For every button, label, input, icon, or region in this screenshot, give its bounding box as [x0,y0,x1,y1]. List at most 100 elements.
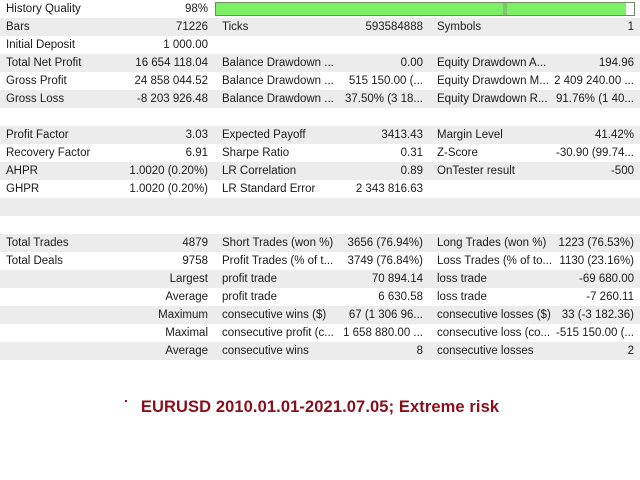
row-col3-value [508,180,634,198]
table-row[interactable]: AHPR 1.0020 (0.20%) LR Correlation 0.89 OnTe… [0,162,640,180]
row-col1-value: Average [165,291,208,303]
table-spacer [0,108,640,126]
row-col1-label: Gross Profit [6,75,67,87]
report-caption: EURUSD 2010.01.01-2021.07.05; Extreme ri… [140,398,500,416]
row-col2-label: Balance Drawdown ... [222,75,334,87]
row-col1-value: -8 203 926.48 [137,93,208,105]
table-row[interactable]: Total Net Profit 16 654 118.04 Balance Dra… [0,54,640,72]
row-col1-label: Total Deals [6,255,63,267]
row-col1-value: 24 858 044.52 [134,75,208,87]
row-col2-label: consecutive profit (c... [222,327,334,339]
table-row[interactable]: Average profit trade 6 630.58 loss trade -7 … [0,288,640,306]
row-col2-label: LR Standard Error [222,183,316,195]
row-col2-value: 6 630.58 [378,291,423,303]
row-col3-value: 91.76% (1 40... [556,93,634,105]
table-row[interactable]: Recovery Factor 6.91 Sharpe Ratio 0.31 Z-Sco… [0,144,640,162]
row-col3-label: Long Trades (won %) [437,237,547,249]
table-row[interactable]: Gross Profit 24 858 044.52 Balance Drawdow… [0,72,640,90]
row-col3-label: OnTester result [437,165,515,177]
row-col2-value: 0.31 [400,147,423,159]
row-col3-label: consecutive losses ($) [437,309,551,321]
row-col1-value: 1.0020 (0.20%) [129,165,208,177]
row-col1-label: Bars [6,21,30,33]
row-col3-value: 41.42% [594,129,634,141]
row-col2-value: 3413.43 [381,129,423,141]
row-col3-label: loss trade [437,273,487,285]
row-col2-value: 8 [416,345,423,357]
row-col1-value: 6.91 [185,147,208,159]
row-col3-value: -69 680.00 [579,273,634,285]
row-col2-value: 37.50% (3 18... [345,93,423,105]
row-col2-value: 515 150.00 (... [348,75,423,87]
row-col2-value: 67 (1 306 96... [348,309,423,321]
row-col1-value: 9758 [182,255,208,267]
row-col2-label: Short Trades (won %) [222,237,334,249]
table-row[interactable]: Average consecutive wins 8 consecutive loss… [0,342,640,360]
row-col1-value: Largest [169,273,208,285]
row-col1-label: GHPR [6,183,40,195]
row-col2-value: 70 894.14 [371,273,423,285]
row-col3-label: Equity Drawdown M... [437,75,549,87]
row-col3-label: consecutive losses [437,345,534,357]
row-col1-value: Maximal [165,327,208,339]
table-row[interactable]: History Quality 98% [0,0,640,18]
row-col1-value: 16 654 118.04 [135,57,208,69]
row-col3-value: -500 [610,165,634,177]
row-col3-value: -515 150.00 (... [556,327,634,339]
row-col2-label: profit trade [222,273,277,285]
row-col3-value: -7 260.11 [586,291,634,303]
row-col3-label: Equity Drawdown R... [437,93,548,105]
row-col2-value: 1 658 880.00 ... [343,327,423,339]
row-col3-value: 2 [627,345,634,357]
row-col2-label: Expected Payoff [222,129,306,141]
row-col1-label: Profit Factor [6,129,69,141]
table-row[interactable]: Maximum consecutive wins ($) 67 (1 306 96.… [0,306,640,324]
row-col1-label: Total Net Profit [6,57,82,69]
statistics-table: History Quality 98% Bars 71226 Ticks 59358488… [0,0,640,360]
table-row[interactable]: Largest profit trade 70 894.14 loss trade -6… [0,270,640,288]
row-col2-label: consecutive wins ($) [222,309,327,321]
row-col2-label: Ticks [222,21,249,33]
row-col3-label: Loss Trades (% of to... [437,255,553,267]
row-col3-value: 1130 (23.16%) [559,255,634,267]
table-spacer [0,198,640,216]
table-row[interactable]: Maximal consecutive profit (c... 1 658 880… [0,324,640,342]
row-col1-value: 71226 [176,21,208,33]
history-quality-bar-marker [502,3,507,15]
table-spacer [0,216,640,234]
history-quality-bar [215,2,635,16]
row-col1-value: 4879 [182,237,208,249]
row-col3-label: loss trade [437,291,487,303]
table-row[interactable]: GHPR 1.0020 (0.20%) LR Standard Error 2 343… [0,180,640,198]
row-col2-label: Balance Drawdown ... [222,93,334,105]
row-col1-value: 3.03 [185,129,208,141]
table-row[interactable]: Total Trades 4879 Short Trades (won %) 3656… [0,234,640,252]
row-col2-label: LR Correlation [222,165,297,177]
row-col3-value: 33 (-3 182.36) [561,309,634,321]
row-col1-label: Recovery Factor [6,147,91,159]
row-col1-label: Gross Loss [6,93,65,105]
row-col1-value: 1 000.00 [163,39,208,51]
table-row[interactable]: Bars 71226 Ticks 593584888 Symbols 1 [0,18,640,36]
row-col3-label: Z-Score [437,147,478,159]
table-row[interactable]: Total Deals 9758 Profit Trades (% of t... 3… [0,252,640,270]
row-col3-label: consecutive loss (co... [437,327,551,339]
row-col3-value: 194.96 [598,57,634,69]
row-col3-value: -30.90 (99.74... [556,147,634,159]
row-col1-value: 1.0020 (0.20%) [129,183,208,195]
row-col3-label: Margin Level [437,129,503,141]
row-col2-label: profit trade [222,291,277,303]
table-row[interactable]: Profit Factor 3.03 Expected Payoff 3413.43 M… [0,126,640,144]
row-col1-value: 98% [184,3,208,15]
row-col2-value [300,36,423,54]
row-col2-value: 2 343 816.63 [355,183,423,195]
row-col2-label: Profit Trades (% of t... [222,255,334,267]
row-col3-value: 1223 (76.53%) [558,237,634,249]
row-col2-value: 0.89 [400,165,423,177]
row-col1-label: Total Trades [6,237,69,249]
row-col1-label: AHPR [6,165,38,177]
table-row[interactable]: Initial Deposit 1 000.00 [0,36,640,54]
row-col1-label: History Quality [6,3,81,15]
table-row[interactable]: Gross Loss -8 203 926.48 Balance Drawdown … [0,90,640,108]
